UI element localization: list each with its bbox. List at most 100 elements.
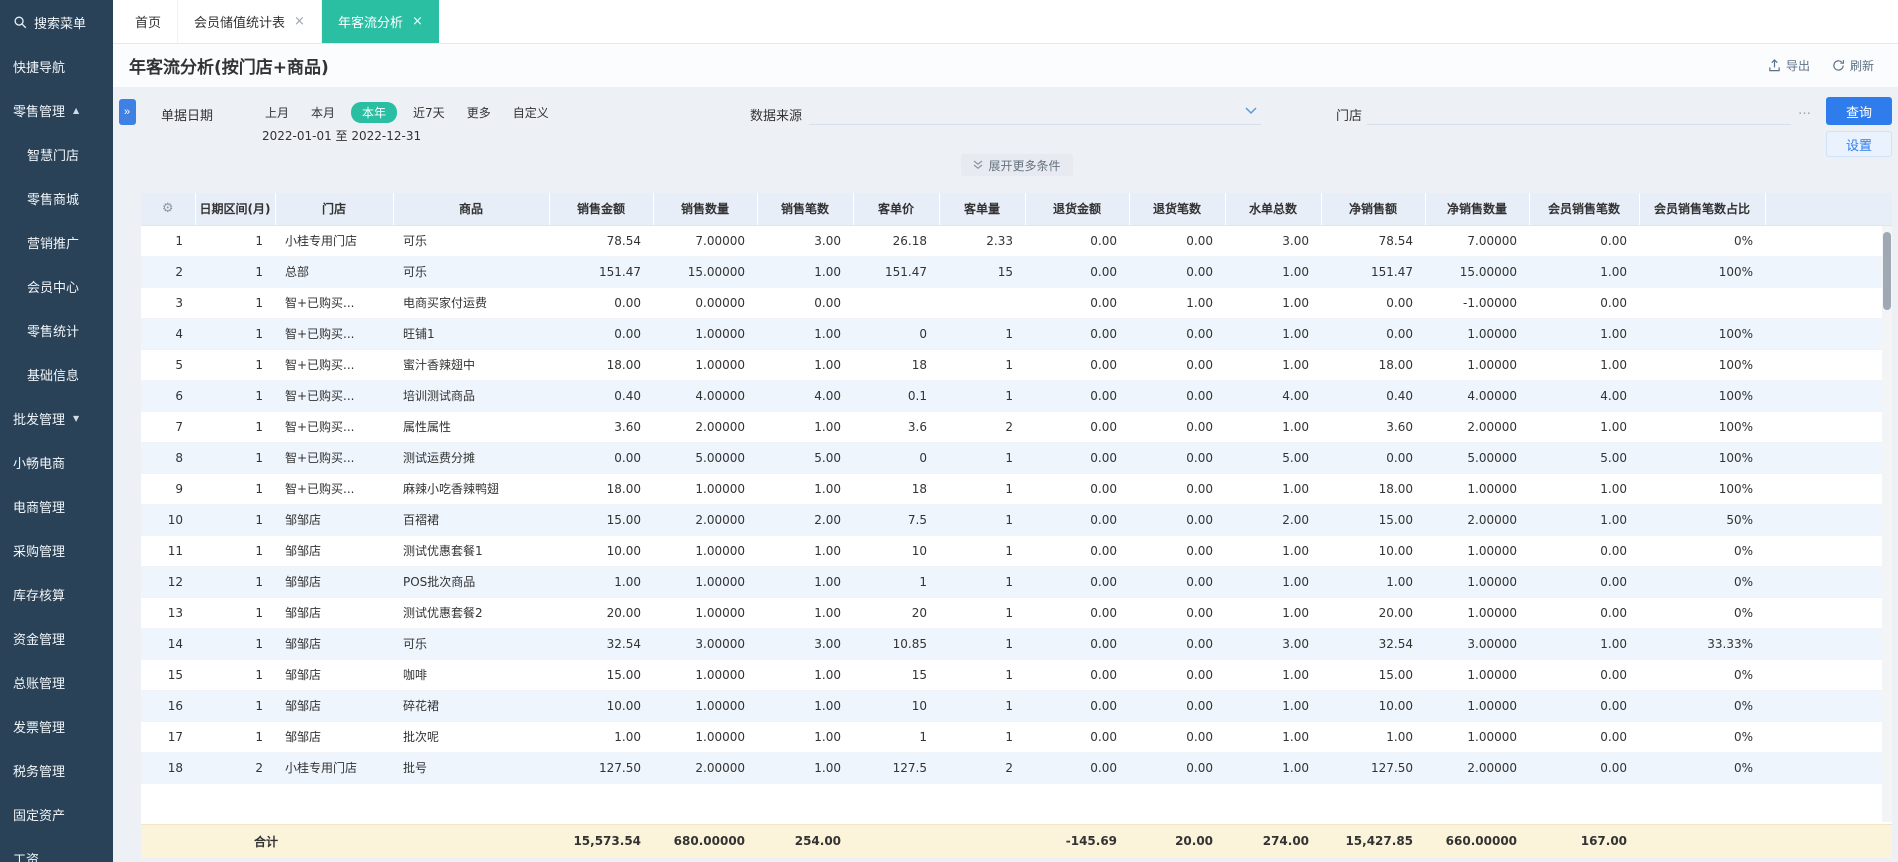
column-header-8[interactable]: 退货金额 <box>1025 193 1130 226</box>
column-header-13[interactable]: 会员销售笔数 <box>1529 193 1640 226</box>
sidebar-item-18[interactable]: 固定资产 <box>0 792 113 836</box>
date-option-3[interactable]: 近7天 <box>413 106 445 120</box>
table-cell: 2.00 <box>1225 504 1321 536</box>
date-option-0[interactable]: 上月 <box>265 106 290 120</box>
table-cell: 0.1 <box>853 380 939 412</box>
column-header-11[interactable]: 净销售额 <box>1321 193 1426 226</box>
store-input[interactable]: … <box>1367 97 1811 125</box>
column-header-4[interactable]: 销售数量 <box>653 193 758 226</box>
scrollbar-thumb[interactable] <box>1883 232 1891 310</box>
column-header-6[interactable]: 客单价 <box>853 193 940 226</box>
sidebar-item-0[interactable]: 搜索菜单 <box>0 0 113 44</box>
table-row[interactable]: 16 1 邹邹店 碎花裙 10.00 1.00000 1.00 10 1 0.00 0.00 1.00… <box>141 690 1892 722</box>
sidebar-item-4[interactable]: 零售商城 <box>0 176 113 220</box>
column-header-14[interactable]: 会员销售笔数占比 <box>1639 193 1766 226</box>
total-cell <box>853 823 940 858</box>
more-options-icon[interactable]: … <box>1798 103 1811 118</box>
date-option-5[interactable]: 自定义 <box>512 106 549 120</box>
sidebar-item-8[interactable]: 基础信息 <box>0 352 113 396</box>
table-cell: 0.00 <box>1129 225 1225 257</box>
date-option-1[interactable]: 本月 <box>311 106 336 120</box>
column-header-10[interactable]: 水单总数 <box>1225 193 1322 226</box>
sidebar-item-10[interactable]: 小畅电商 <box>0 440 113 484</box>
expand-panel-button[interactable]: » <box>118 99 136 125</box>
column-header-3[interactable]: 销售金额 <box>549 193 654 226</box>
sidebar-item-3[interactable]: 智慧门店 <box>0 132 113 176</box>
sidebar-item-13[interactable]: 库存核算 <box>0 572 113 616</box>
export-icon <box>1769 59 1780 72</box>
table-cell: 邹邹店 <box>275 504 393 536</box>
sidebar-item-16[interactable]: 发票管理 <box>0 704 113 748</box>
table-cell: 0.00 <box>1129 690 1225 722</box>
date-option-4[interactable]: 更多 <box>466 106 491 120</box>
table-row[interactable]: 18 2 小桂专用门店 批号 127.50 2.00000 1.00 127.5 2 0.00 0.… <box>141 752 1892 784</box>
table-cell: 1 <box>939 349 1025 381</box>
table-cell: 5.00000 <box>1425 442 1529 474</box>
vertical-scrollbar[interactable] <box>1882 226 1892 822</box>
table-row[interactable]: 17 1 邹邹店 批次呢 1.00 1.00000 1.00 1 1 0.00 0.00 1.00 1.… <box>141 721 1892 753</box>
table-cell: 1 <box>195 535 275 567</box>
table-row[interactable]: 3 1 智+已购买... 电商买家付运费 0.00 0.00000 0.00 0.00 1.00… <box>141 287 1892 319</box>
table-cell: 1.00 <box>757 597 853 629</box>
column-header-9[interactable]: 退货笔数 <box>1129 193 1226 226</box>
sidebar-item-15[interactable]: 总账管理 <box>0 660 113 704</box>
close-icon[interactable]: × <box>294 14 305 29</box>
sidebar-item-7[interactable]: 零售统计 <box>0 308 113 352</box>
column-header-0[interactable]: 日期区间(月) <box>195 193 276 226</box>
table-row[interactable]: 5 1 智+已购买... 蜜汁香辣翅中 18.00 1.00000 1.00 18 1 0.00 0… <box>141 349 1892 381</box>
table-cell: 1 <box>939 659 1025 691</box>
settings-button[interactable]: 设置 <box>1826 131 1892 157</box>
close-icon[interactable]: × <box>411 14 423 29</box>
query-button[interactable]: 查询 <box>1826 97 1892 125</box>
sidebar-item-1[interactable]: 快捷导航 <box>0 44 113 88</box>
tab-0[interactable]: 首页 <box>119 0 179 43</box>
table-cell: 1.00000 <box>1425 473 1529 505</box>
sidebar-item-label: 固定资产 <box>13 808 66 824</box>
sidebar-item-2[interactable]: 零售管理 ▲ <box>0 88 113 132</box>
table-cell: 14 <box>141 628 195 660</box>
column-header-2[interactable]: 商品 <box>393 193 550 226</box>
column-header-1[interactable]: 门店 <box>275 193 394 226</box>
column-header-7[interactable]: 客单量 <box>939 193 1026 226</box>
table-cell: 1.00 <box>1225 566 1321 598</box>
export-button[interactable]: 导出 <box>1768 57 1810 74</box>
tab-2[interactable]: 年客流分析 × <box>321 0 439 43</box>
column-header-5[interactable]: 销售笔数 <box>757 193 854 226</box>
table-row[interactable]: 12 1 邹邹店 POS批次商品 1.00 1.00000 1.00 1 1 0.00 0.00 1.… <box>141 566 1892 598</box>
refresh-button[interactable]: 刷新 <box>1832 57 1874 74</box>
table-row[interactable]: 13 1 邹邹店 测试优惠套餐2 20.00 1.00000 1.00 20 1 0.00 0.00… <box>141 597 1892 629</box>
table-row[interactable]: 1 1 小桂专用门店 可乐 78.54 7.00000 3.00 26.18 2.33 0.00 0… <box>141 225 1892 257</box>
table-row[interactable]: 6 1 智+已购买... 培训测试商品 0.40 4.00000 4.00 0.1 1 0.00 0… <box>141 380 1892 412</box>
table-row[interactable]: 10 1 邹邹店 百褶裙 15.00 2.00000 2.00 7.5 1 0.00 0.00 2.0… <box>141 504 1892 536</box>
sidebar-item-9[interactable]: 批发管理 ▼ <box>0 396 113 440</box>
expand-more-button[interactable]: 展开更多条件 <box>960 154 1073 176</box>
table-cell: 0.00 <box>1025 442 1129 474</box>
table-cell: 0.00 <box>549 442 653 474</box>
table-row[interactable]: 7 1 智+已购买... 属性属性 3.60 2.00000 1.00 3.6 2 0.00 0.0… <box>141 411 1892 443</box>
data-source-select[interactable] <box>809 97 1261 125</box>
sidebar-item-12[interactable]: 采购管理 <box>0 528 113 572</box>
gear-icon[interactable]: ⚙ <box>161 201 174 217</box>
date-range-value[interactable]: 2022-01-01 至 2022-12-31 <box>262 129 422 143</box>
table-row[interactable]: 2 1 总部 可乐 151.47 15.00000 1.00 151.47 15 0.00 0.00… <box>141 256 1892 288</box>
sidebar-item-14[interactable]: 资金管理 <box>0 616 113 660</box>
sidebar-item-19[interactable]: 工资 <box>0 836 113 862</box>
table-row[interactable]: 9 1 智+已购买... 麻辣小吃香辣鸭翅 18.00 1.00000 1.00 18 1 0.0… <box>141 473 1892 505</box>
table-row[interactable]: 11 1 邹邹店 测试优惠套餐1 10.00 1.00000 1.00 10 1 0.00 0.00… <box>141 535 1892 567</box>
table-cell: 旺铺1 <box>393 318 549 350</box>
tab-1[interactable]: 会员储值统计表 × <box>178 0 322 43</box>
table-row[interactable]: 14 1 邹邹店 可乐 32.54 3.00000 3.00 10.85 1 0.00 0.00 3.… <box>141 628 1892 660</box>
sidebar-item-5[interactable]: 营销推广 <box>0 220 113 264</box>
filter-panel: 单据日期 上月 本月 本年 近7天 更多 自定义 2022-01-01 至 2022-12… <box>141 97 1892 181</box>
sidebar-item-17[interactable]: 税务管理 <box>0 748 113 792</box>
table-row[interactable]: 8 1 智+已购买... 测试运费分摊 0.00 5.00000 5.00 0 1 0.00 0.0… <box>141 442 1892 474</box>
sidebar-item-11[interactable]: 电商管理 <box>0 484 113 528</box>
table-cell: 18 <box>853 473 939 505</box>
table-cell: 26.18 <box>853 225 939 257</box>
date-option-2[interactable]: 本年 <box>351 102 398 123</box>
column-header-12[interactable]: 净销售数量 <box>1425 193 1530 226</box>
table-row[interactable]: 15 1 邹邹店 咖啡 15.00 1.00000 1.00 15 1 0.00 0.00 1.00 1… <box>141 659 1892 691</box>
sidebar-item-6[interactable]: 会员中心 <box>0 264 113 308</box>
table-row[interactable]: 4 1 智+已购买... 旺铺1 0.00 1.00000 1.00 0 1 0.00 0.00 1.… <box>141 318 1892 350</box>
table-cell: 4.00000 <box>653 380 757 412</box>
